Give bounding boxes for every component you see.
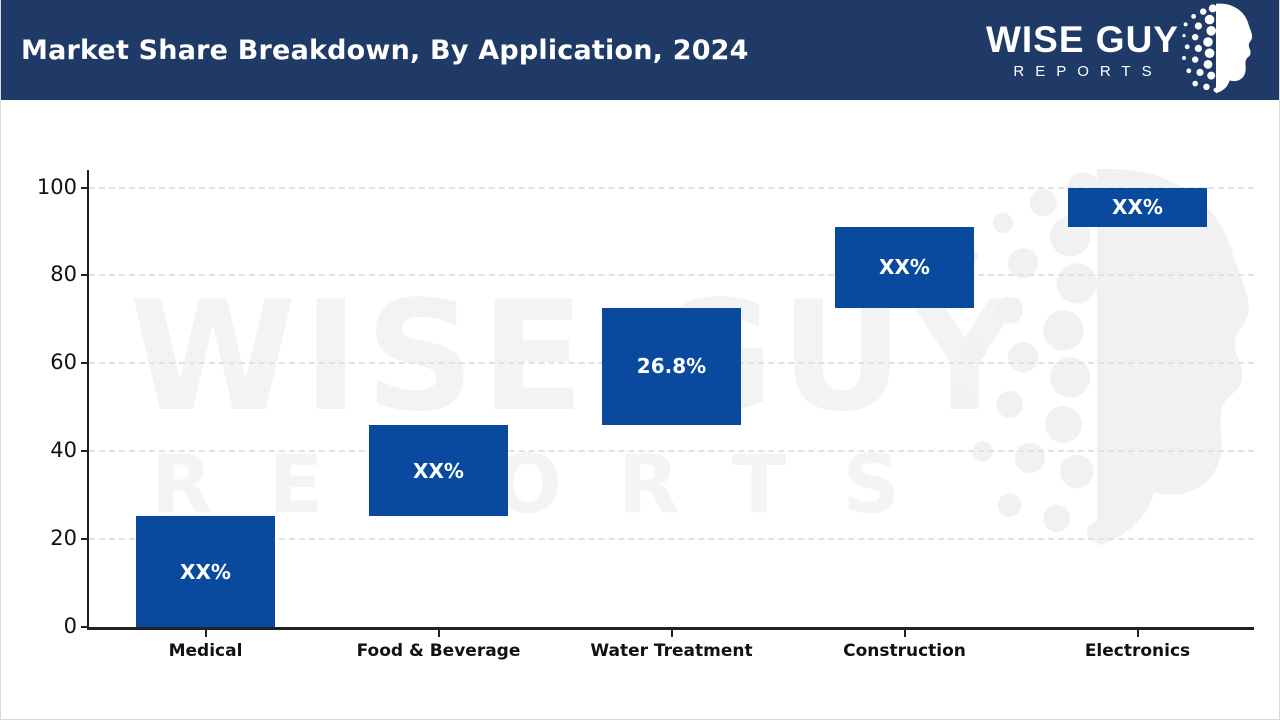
y-tick-mark-100	[81, 186, 89, 189]
logo-wordmark: WISE GUY	[985, 19, 1179, 60]
x-tick-mark-medical	[204, 630, 207, 637]
y-tick-label-80: 80	[50, 262, 77, 287]
bar-label-medical: XX%	[180, 559, 231, 584]
y-tick-label-40: 40	[50, 438, 77, 463]
y-tick-label-20: 20	[50, 526, 77, 551]
wise-guy-logo: WISE GUY REPORTS	[986, 2, 1257, 98]
y-tick-mark-20	[81, 538, 89, 541]
gridline-100	[89, 186, 1254, 189]
x-tick-mark-construction	[903, 630, 906, 637]
logo-text: WISE GUY REPORTS	[986, 21, 1179, 79]
x-tick-mark-electronics	[1136, 630, 1139, 637]
x-axis-label-water-treatment: Water Treatment	[590, 641, 753, 661]
y-tick-label-0: 0	[63, 614, 77, 638]
bar-water-treatment: 26.8%	[601, 307, 742, 426]
y-tick-mark-0	[81, 626, 89, 628]
y-tick-mark-80	[81, 274, 89, 277]
gridline-40	[89, 450, 1254, 453]
y-axis	[87, 170, 89, 627]
x-axis-label-electronics: Electronics	[1084, 641, 1191, 661]
x-axis	[87, 627, 1254, 630]
bar-construction: XX%	[834, 226, 975, 308]
header: Market Share Breakdown, By Application, …	[1, 0, 1279, 100]
bar-label-electronics: XX%	[1112, 195, 1163, 220]
bar-label-water-treatment: 26.8%	[636, 354, 707, 379]
watermark-text-line2: REPORTS	[151, 438, 957, 531]
bar-label-food-beverage: XX%	[413, 458, 464, 483]
bar-electronics: XX%	[1067, 187, 1208, 227]
gridline-20	[89, 538, 1254, 541]
y-tick-mark-40	[81, 450, 89, 453]
bar-food-beverage: XX%	[368, 425, 509, 517]
logo-subtext: REPORTS	[1013, 63, 1163, 80]
x-axis-label-construction: Construction	[843, 641, 966, 661]
x-axis-label-food-beverage: Food & Beverage	[356, 641, 521, 661]
y-tick-mark-60	[81, 362, 89, 365]
page-title: Market Share Breakdown, By Application, …	[21, 34, 749, 66]
x-tick-mark-water-treatment	[670, 630, 673, 637]
bar-medical: XX%	[135, 516, 276, 627]
gridline-80	[89, 274, 1254, 277]
x-axis-label-medical: Medical	[168, 641, 243, 661]
y-tick-label-60: 60	[50, 350, 77, 375]
x-tick-mark-food-beverage	[437, 630, 440, 637]
bar-label-construction: XX%	[879, 255, 930, 280]
y-tick-label-100: 100	[36, 174, 77, 199]
